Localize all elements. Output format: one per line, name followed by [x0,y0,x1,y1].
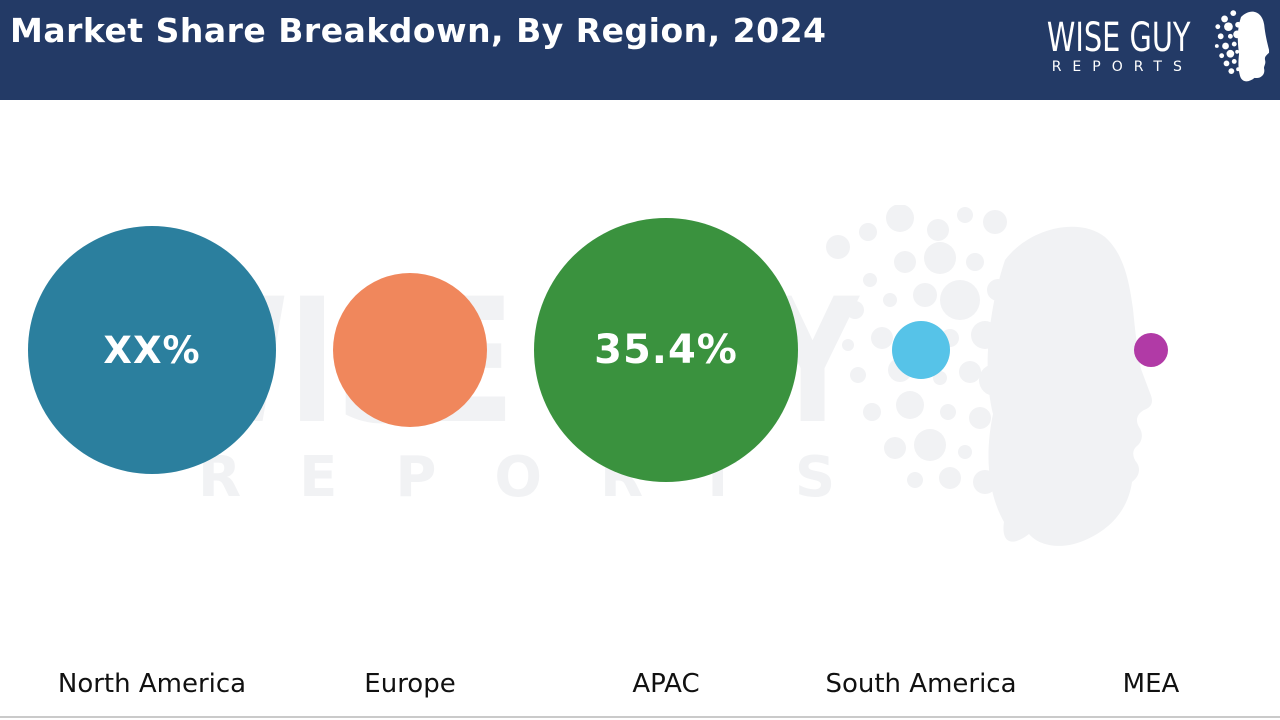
bubble-europe [333,273,487,427]
header-bar: Market Share Breakdown, By Region, 2024 … [0,0,1280,100]
watermark-head-silhouette [987,226,1152,546]
bubble-value-label: 35.4% [594,327,738,373]
bubble-apac: 35.4% [534,218,798,482]
bottom-border [0,716,1280,718]
bubble-south-america [892,321,950,379]
category-label-north-america: North America [57,669,247,699]
bubble-value-label: XX% [103,328,201,372]
brand-logo-text: WISE GUY REPORTS [1019,18,1218,74]
watermark-dots [826,205,1011,494]
category-label-apac: APAC [632,669,700,699]
brand-logo: WISE GUY REPORTS [1019,4,1270,88]
category-label-south-america: South America [825,669,1017,699]
watermark-brand-subtitle: REPORTS [198,445,894,510]
brand-name: WISE GUY [1046,15,1191,61]
category-label-europe: Europe [364,669,456,699]
bubble-north-america: XX% [28,226,276,474]
brand-head-icon [1214,10,1270,82]
bubble-mea [1134,333,1168,367]
brand-subtitle: REPORTS [1051,59,1193,75]
chart-title: Market Share Breakdown, By Region, 2024 [10,11,827,50]
category-label-mea: MEA [1122,669,1180,699]
